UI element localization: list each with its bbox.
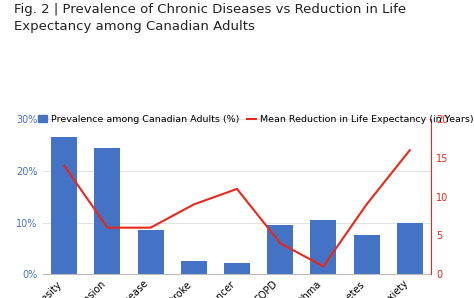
Bar — [181, 261, 207, 274]
Legend: Prevalence among Canadian Adults (%), Mean Reduction in Life Expectancy (in Year: Prevalence among Canadian Adults (%), Me… — [38, 115, 474, 124]
Bar — [310, 220, 337, 274]
Bar — [137, 230, 164, 274]
Text: Fig. 2 | Prevalence of Chronic Diseases vs Reduction in Life
Expectancy among Ca: Fig. 2 | Prevalence of Chronic Diseases … — [14, 3, 406, 33]
Bar — [397, 223, 423, 274]
Bar — [51, 137, 77, 274]
Bar — [224, 263, 250, 274]
Bar — [267, 225, 293, 274]
Bar — [354, 235, 380, 274]
Bar — [94, 148, 120, 274]
